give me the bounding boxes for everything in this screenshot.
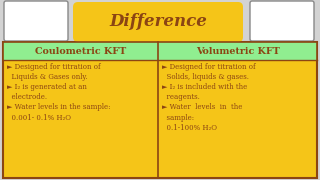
Text: Volumetric KFT: Volumetric KFT [196,46,279,55]
FancyBboxPatch shape [73,2,243,42]
Text: Difference: Difference [109,14,207,30]
Text: ► Designed for titration of
  Liquids & Gases only.
► I₂ is generated at an
  el: ► Designed for titration of Liquids & Ga… [7,63,110,122]
FancyBboxPatch shape [250,1,314,41]
Text: ► Designed for titration of
  Solids, liquids & gases.
► I₂ is included with the: ► Designed for titration of Solids, liqu… [162,63,256,132]
Bar [3,42,317,178]
FancyBboxPatch shape [4,1,68,41]
Bar [158,42,317,60]
Text: Coulometric KFT: Coulometric KFT [35,46,126,55]
Bar [3,42,158,60]
